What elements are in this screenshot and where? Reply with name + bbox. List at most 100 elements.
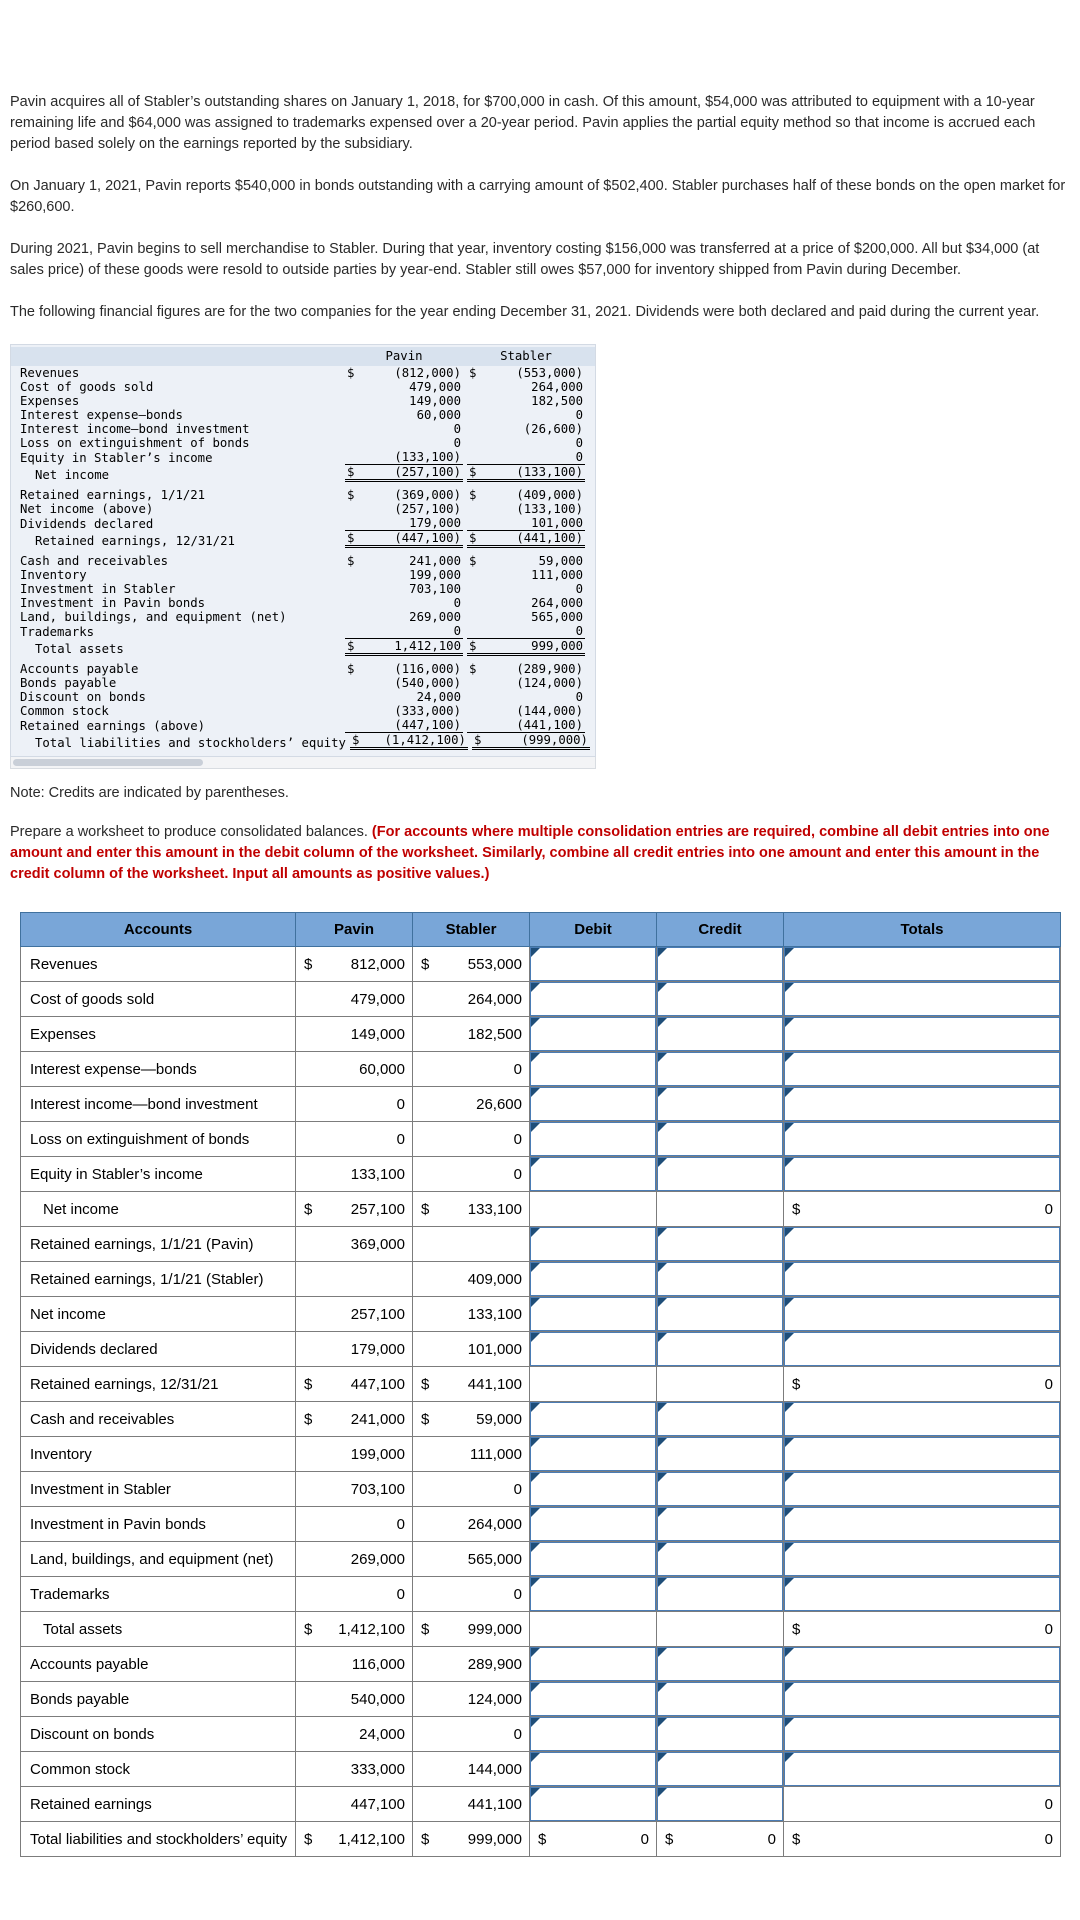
worksheet-row: Cash and receivables $241,000 $59,000 <box>20 1401 1061 1437</box>
worksheet-debit-cell[interactable] <box>529 1786 657 1822</box>
intro-paragraph-1: Pavin acquires all of Stabler’s outstand… <box>10 94 1036 152</box>
worksheet-totals-cell[interactable] <box>783 1471 1061 1507</box>
worksheet-debit-cell[interactable] <box>529 1401 657 1437</box>
worksheet-pavin-cell: 24,000 <box>295 1716 413 1752</box>
amount: (124,000) <box>516 676 583 690</box>
worksheet-totals-cell[interactable] <box>783 1296 1061 1332</box>
worksheet-debit-cell[interactable] <box>529 1506 657 1542</box>
worksheet-debit-cell[interactable] <box>529 1541 657 1577</box>
worksheet-debit-cell[interactable] <box>529 981 657 1017</box>
worksheet-credit-cell[interactable] <box>656 1436 784 1472</box>
worksheet-totals-cell[interactable] <box>783 1541 1061 1577</box>
worksheet-totals-cell[interactable] <box>783 1051 1061 1087</box>
worksheet-totals-cell[interactable] <box>783 946 1061 982</box>
worksheet-totals-cell[interactable] <box>783 1436 1061 1472</box>
worksheet-totals-cell[interactable] <box>783 1751 1061 1787</box>
worksheet-debit-cell[interactable] <box>529 1121 657 1157</box>
problem-description: Pavin acquires all of Stabler’s outstand… <box>10 92 1066 323</box>
input-marker-icon <box>658 1473 667 1482</box>
worksheet-credit-cell[interactable] <box>656 946 784 982</box>
worksheet-credit-cell[interactable] <box>656 1331 784 1367</box>
statement-pavin-value: (257,100) <box>345 502 463 516</box>
worksheet-stabler-cell: 101,000 <box>412 1331 530 1367</box>
input-marker-icon <box>785 948 794 957</box>
worksheet-debit-cell[interactable] <box>529 1296 657 1332</box>
worksheet-debit-cell[interactable] <box>529 1226 657 1262</box>
worksheet-debit-cell[interactable] <box>529 946 657 982</box>
worksheet-totals-cell[interactable] <box>783 1016 1061 1052</box>
worksheet-debit-cell[interactable] <box>529 1436 657 1472</box>
input-marker-icon <box>531 1578 540 1587</box>
input-marker-icon <box>531 1543 540 1552</box>
amount: 0 <box>575 436 583 450</box>
worksheet-debit-cell[interactable] <box>529 1331 657 1367</box>
worksheet-credit-cell[interactable] <box>656 981 784 1017</box>
worksheet-credit-cell[interactable] <box>656 1121 784 1157</box>
statement-pavin-value: 24,000 <box>345 690 463 704</box>
dollar-sign: $ <box>469 531 477 545</box>
worksheet-debit-cell[interactable] <box>529 1156 657 1192</box>
worksheet-totals-cell[interactable] <box>783 1506 1061 1542</box>
worksheet-debit-cell[interactable] <box>529 1051 657 1087</box>
worksheet-debit-cell[interactable] <box>529 1646 657 1682</box>
worksheet-totals-cell[interactable] <box>783 1576 1061 1612</box>
worksheet-credit-cell[interactable] <box>656 1051 784 1087</box>
worksheet-credit-cell[interactable] <box>656 1226 784 1262</box>
worksheet-credit-cell[interactable] <box>656 1541 784 1577</box>
statement-pavin-value: (133,100) <box>345 450 463 465</box>
worksheet-totals-cell[interactable] <box>783 1226 1061 1262</box>
statement-pavin-value: 703,100 <box>345 582 463 596</box>
statements-horizontal-scrollbar[interactable] <box>10 757 596 769</box>
worksheet-credit-cell[interactable] <box>656 1296 784 1332</box>
worksheet-credit-cell[interactable] <box>656 1786 784 1822</box>
worksheet-credit-cell[interactable] <box>656 1156 784 1192</box>
worksheet-credit-cell[interactable] <box>656 1681 784 1717</box>
amount: 111,000 <box>531 568 583 582</box>
worksheet-debit-cell[interactable] <box>529 1751 657 1787</box>
worksheet-totals-cell[interactable] <box>783 1401 1061 1437</box>
worksheet-account-cell: Retained earnings <box>20 1786 296 1822</box>
worksheet-debit-cell[interactable] <box>529 1016 657 1052</box>
worksheet-debit-cell[interactable] <box>529 1471 657 1507</box>
worksheet-totals-cell[interactable] <box>783 1086 1061 1122</box>
statement-header-row: Pavin Stabler <box>11 347 595 366</box>
worksheet-debit-cell[interactable] <box>529 1261 657 1297</box>
worksheet-totals-cell[interactable] <box>783 1681 1061 1717</box>
worksheet-debit-cell[interactable] <box>529 1086 657 1122</box>
worksheet-credit-cell[interactable] <box>656 1471 784 1507</box>
amount: 333,000 <box>350 1760 405 1778</box>
worksheet-totals-cell[interactable] <box>783 1646 1061 1682</box>
amount: 479,000 <box>409 380 461 394</box>
worksheet-credit-cell[interactable] <box>656 1506 784 1542</box>
worksheet-credit-cell[interactable] <box>656 1086 784 1122</box>
worksheet-stabler-cell: 182,500 <box>412 1016 530 1052</box>
worksheet-credit-cell[interactable] <box>656 1401 784 1437</box>
worksheet-pavin-cell: 133,100 <box>295 1156 413 1192</box>
dollar-sign: $ <box>473 733 482 747</box>
worksheet-totals-cell[interactable] <box>783 1156 1061 1192</box>
worksheet-debit-cell[interactable] <box>529 1681 657 1717</box>
dollar-sign: $ <box>792 1620 801 1638</box>
worksheet-debit-cell[interactable] <box>529 1576 657 1612</box>
worksheet-totals-cell[interactable] <box>783 1121 1061 1157</box>
worksheet-credit-cell[interactable] <box>656 1751 784 1787</box>
worksheet-totals-cell[interactable] <box>783 981 1061 1017</box>
worksheet-credit-cell[interactable] <box>656 1261 784 1297</box>
dollar-sign: $ <box>469 488 477 502</box>
worksheet-pavin-cell: 0 <box>295 1121 413 1157</box>
amount: 447,100 <box>350 1375 405 1393</box>
worksheet-credit-cell[interactable] <box>656 1576 784 1612</box>
scrollbar-thumb[interactable] <box>13 759 203 766</box>
worksheet-credit-cell[interactable] <box>656 1716 784 1752</box>
statement-account-label: Retained earnings, 1/1/21 <box>20 488 206 502</box>
worksheet-credit-cell[interactable] <box>656 1016 784 1052</box>
statement-row: Total liabilities and stockholders’ equi… <box>11 733 595 750</box>
input-marker-icon <box>785 1683 794 1692</box>
worksheet-totals-cell[interactable] <box>783 1331 1061 1367</box>
worksheet-totals-cell[interactable] <box>783 1261 1061 1297</box>
worksheet-credit-cell[interactable] <box>656 1646 784 1682</box>
worksheet-debit-cell[interactable] <box>529 1716 657 1752</box>
worksheet-debit-cell: $0 <box>529 1821 657 1857</box>
worksheet-totals-cell[interactable] <box>783 1716 1061 1752</box>
worksheet-account-cell: Cost of goods sold <box>20 981 296 1017</box>
